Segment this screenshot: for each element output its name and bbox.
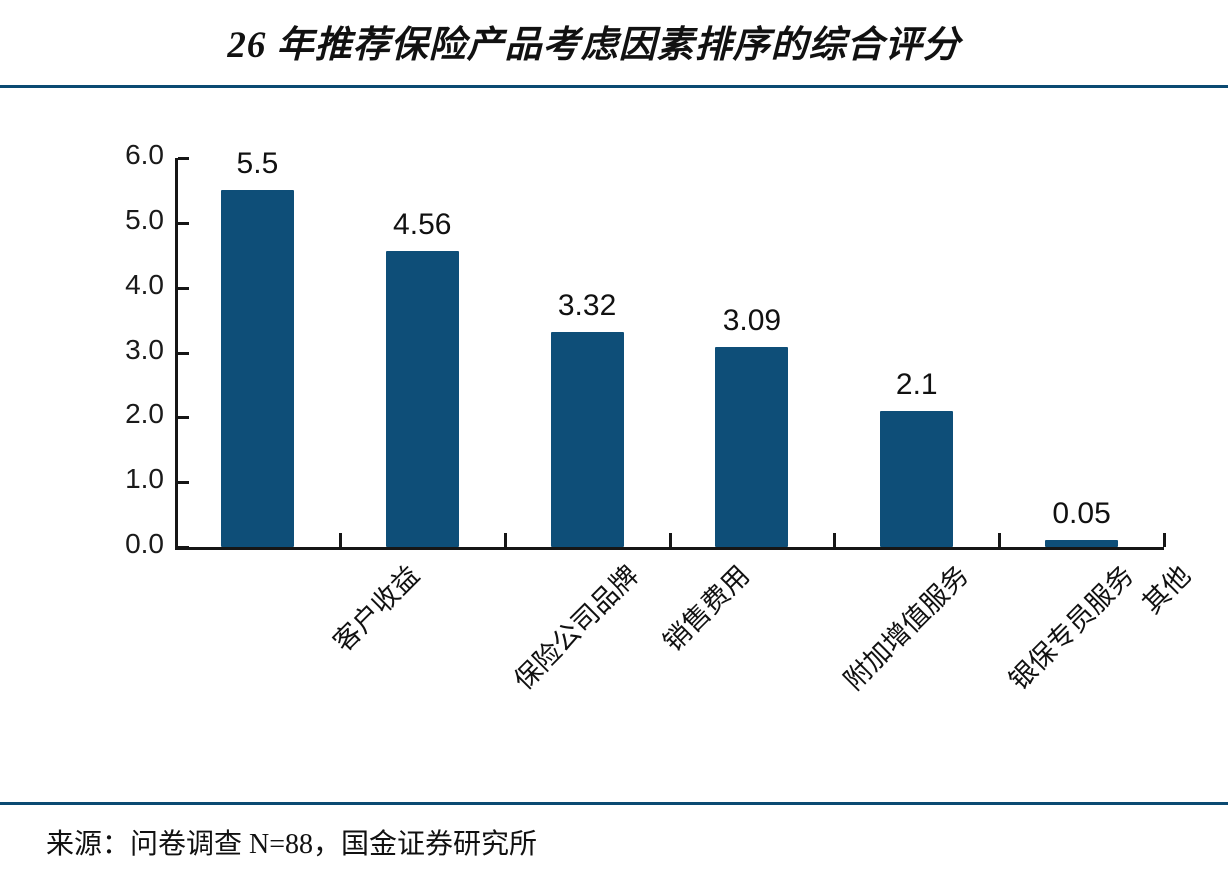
x-axis-tick: [503, 533, 507, 547]
bar-value-label: 5.5: [236, 147, 279, 181]
bar-value-label: 3.09: [722, 303, 782, 337]
bar-value-label: 3.32: [557, 288, 617, 322]
y-axis-tick-label: 2.0: [125, 398, 164, 430]
x-axis-tick: [668, 533, 672, 547]
y-axis-tick: [178, 286, 189, 290]
source-note: 来源：问卷调查 N=88，国金证券研究所: [46, 829, 538, 860]
bar: [880, 410, 954, 547]
bar-value-label: 4.56: [393, 208, 452, 242]
y-axis-tick: [178, 481, 189, 485]
x-axis-category-label: 销售费用: [657, 559, 756, 658]
x-axis-category-label: 保险公司品牌: [508, 559, 645, 696]
x-axis-tick: [338, 533, 342, 547]
y-axis-line: [175, 158, 178, 550]
title-divider-top: [0, 85, 1228, 88]
y-axis-tick: [178, 221, 189, 225]
x-axis-tick: [998, 533, 1002, 547]
bar: [550, 331, 624, 547]
x-axis-tick: [1163, 533, 1166, 547]
x-axis-category-label: 附加增值服务: [838, 559, 975, 696]
x-axis-category-label: 银保专员服务: [1003, 559, 1139, 696]
bar: [715, 346, 789, 547]
y-axis-tick: [178, 416, 189, 420]
y-axis-tick-label: 1.0: [125, 463, 164, 495]
y-axis-tick-label: 3.0: [125, 333, 164, 365]
y-axis-tick: [178, 546, 189, 549]
y-axis-tick-label: 5.0: [125, 203, 164, 235]
bar: [1045, 540, 1119, 547]
bar: [385, 251, 459, 547]
source-divider-bottom: [0, 802, 1228, 805]
y-axis-tick-label: 0.0: [125, 528, 164, 559]
y-axis-tick: [178, 157, 189, 160]
x-axis-line: [175, 547, 1164, 550]
y-axis-tick-label: 6.0: [125, 139, 164, 170]
x-axis-category-label: 其他: [1136, 559, 1196, 620]
x-axis-category-label: 客户收益: [327, 559, 426, 658]
bar-chart-plot-area: 6.0 5.0 4.0 3.0 2.0 1.0 0.0 5.5 4.56 3.32 3.09 2.1…: [0, 100, 1228, 780]
bar: [220, 190, 294, 547]
y-axis-tick: [178, 351, 189, 355]
bar-value-label: 2.1: [895, 367, 938, 401]
x-axis-tick: [833, 533, 837, 547]
y-axis-tick-label: 4.0: [125, 268, 164, 300]
page-title: 26 年推荐保险产品考虑因素排序的综合评分: [227, 25, 961, 66]
bar-value-label: 0.05: [1052, 497, 1111, 530]
